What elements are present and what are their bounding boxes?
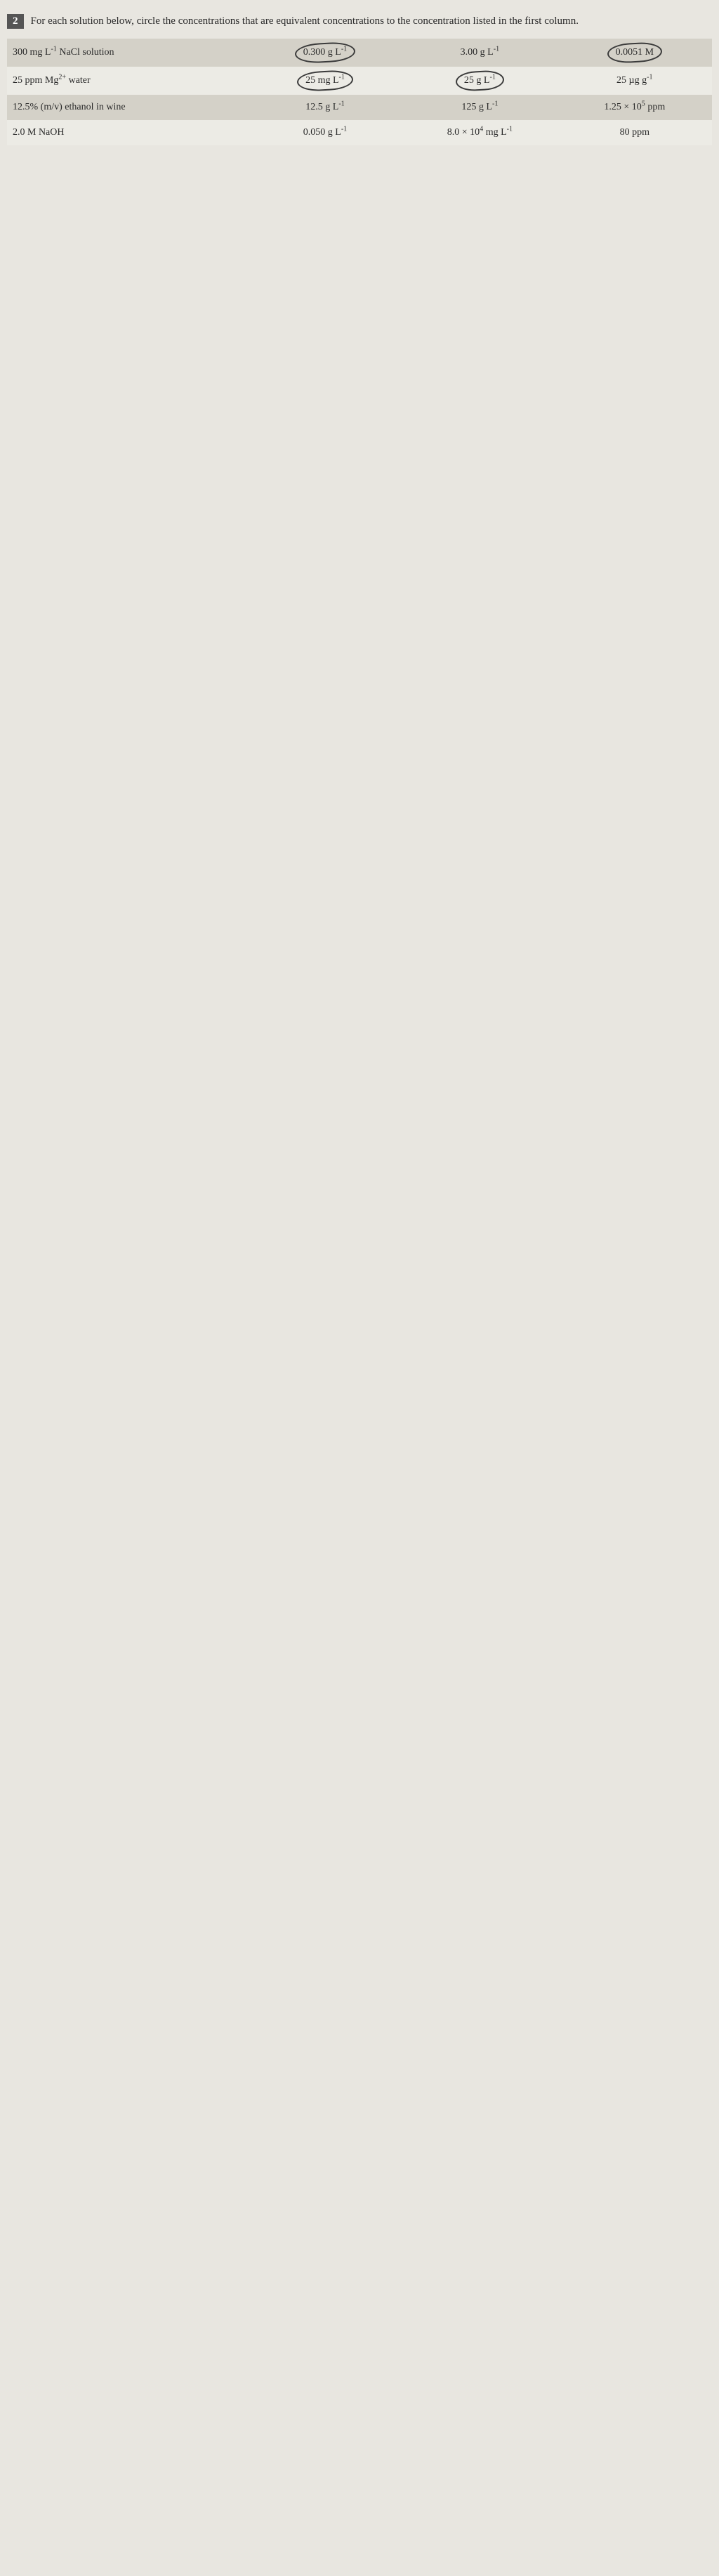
table-row: 2.0 M NaOH 0.050 g L-1 8.0 × 104 mg L-1 80 … xyxy=(7,120,712,145)
concentration-cell: 3.00 g L-1 xyxy=(402,39,557,67)
concentration-value: 3.00 g L-1 xyxy=(461,47,499,58)
table-row: 300 mg L-1 NaCl solution 0.300 g L-1 3.00 … xyxy=(7,39,712,67)
concentration-value: 0.0051 M xyxy=(613,46,657,60)
concentration-table: 300 mg L-1 NaCl solution 0.300 g L-1 3.00 … xyxy=(7,39,712,145)
row-label: 25 ppm Mg2+ water xyxy=(7,67,248,95)
concentration-cell: 125 g L-1 xyxy=(402,95,557,120)
concentration-value: 125 g L-1 xyxy=(461,102,498,112)
concentration-value: 8.0 × 104 mg L-1 xyxy=(447,127,513,138)
question-text: For each solution below, circle the conc… xyxy=(31,14,713,29)
concentration-value: 12.5 g L-1 xyxy=(305,102,344,112)
concentration-value: 0.050 g L-1 xyxy=(303,127,347,138)
concentration-cell: 0.050 g L-1 xyxy=(248,120,402,145)
question-header: 2 For each solution below, circle the co… xyxy=(7,14,712,29)
row-label: 300 mg L-1 NaCl solution xyxy=(7,39,248,67)
concentration-cell: 0.300 g L-1 xyxy=(248,39,402,67)
concentration-cell: 25 mg L-1 xyxy=(248,67,402,95)
concentration-cell: 12.5 g L-1 xyxy=(248,95,402,120)
concentration-cell: 80 ppm xyxy=(558,120,712,145)
concentration-value: 0.300 g L-1 xyxy=(301,46,350,60)
table-row: 12.5% (m/v) ethanol in wine 12.5 g L-1 125… xyxy=(7,95,712,120)
concentration-cell: 8.0 × 104 mg L-1 xyxy=(402,120,557,145)
row-label: 12.5% (m/v) ethanol in wine xyxy=(7,95,248,120)
concentration-value: 25 g L-1 xyxy=(461,74,499,88)
question-number: 2 xyxy=(7,14,24,29)
concentration-value: 80 ppm xyxy=(620,127,649,138)
concentration-cell: 25 g L-1 xyxy=(402,67,557,95)
concentration-cell: 1.25 × 105 ppm xyxy=(558,95,712,120)
table-body: 300 mg L-1 NaCl solution 0.300 g L-1 3.00 … xyxy=(7,39,712,145)
concentration-value: 25 µg g-1 xyxy=(616,75,652,86)
table-row: 25 ppm Mg2+ water 25 mg L-1 25 g L-1 25 µg … xyxy=(7,67,712,95)
concentration-value: 25 mg L-1 xyxy=(303,74,348,88)
row-label: 2.0 M NaOH xyxy=(7,120,248,145)
concentration-cell: 25 µg g-1 xyxy=(558,67,712,95)
concentration-cell: 0.0051 M xyxy=(558,39,712,67)
concentration-value: 1.25 × 105 ppm xyxy=(604,102,665,112)
